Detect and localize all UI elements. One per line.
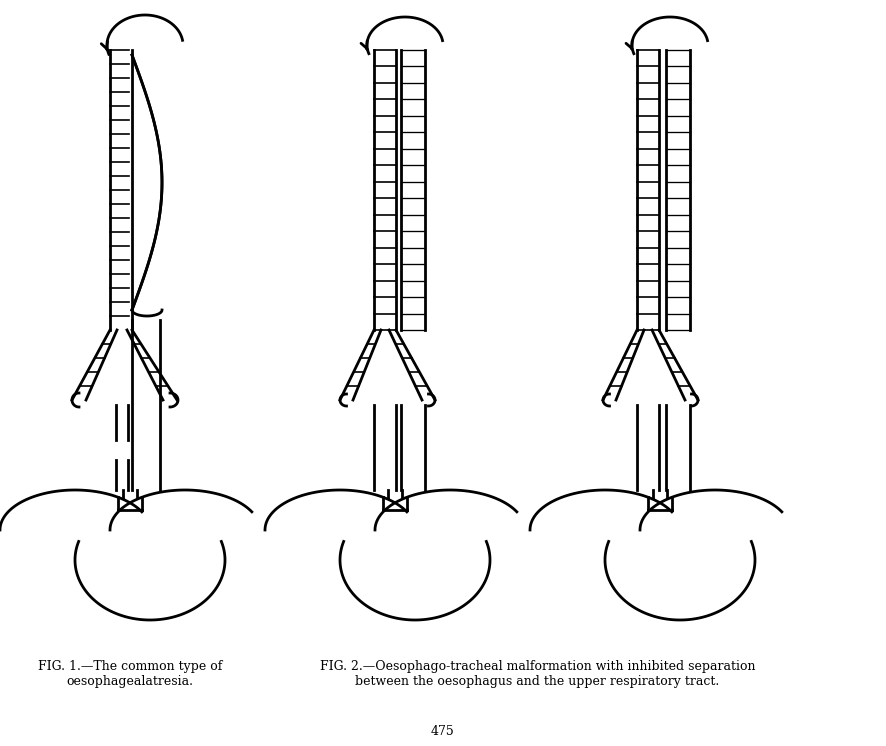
- Text: 475: 475: [431, 725, 455, 738]
- Text: FIG. 2.—Oesophago-tracheal malformation with inhibited separation
between the oe: FIG. 2.—Oesophago-tracheal malformation …: [320, 660, 755, 688]
- Text: FIG. 1.—The common type of
oesophagealatresia.: FIG. 1.—The common type of oesophagealat…: [38, 660, 222, 688]
